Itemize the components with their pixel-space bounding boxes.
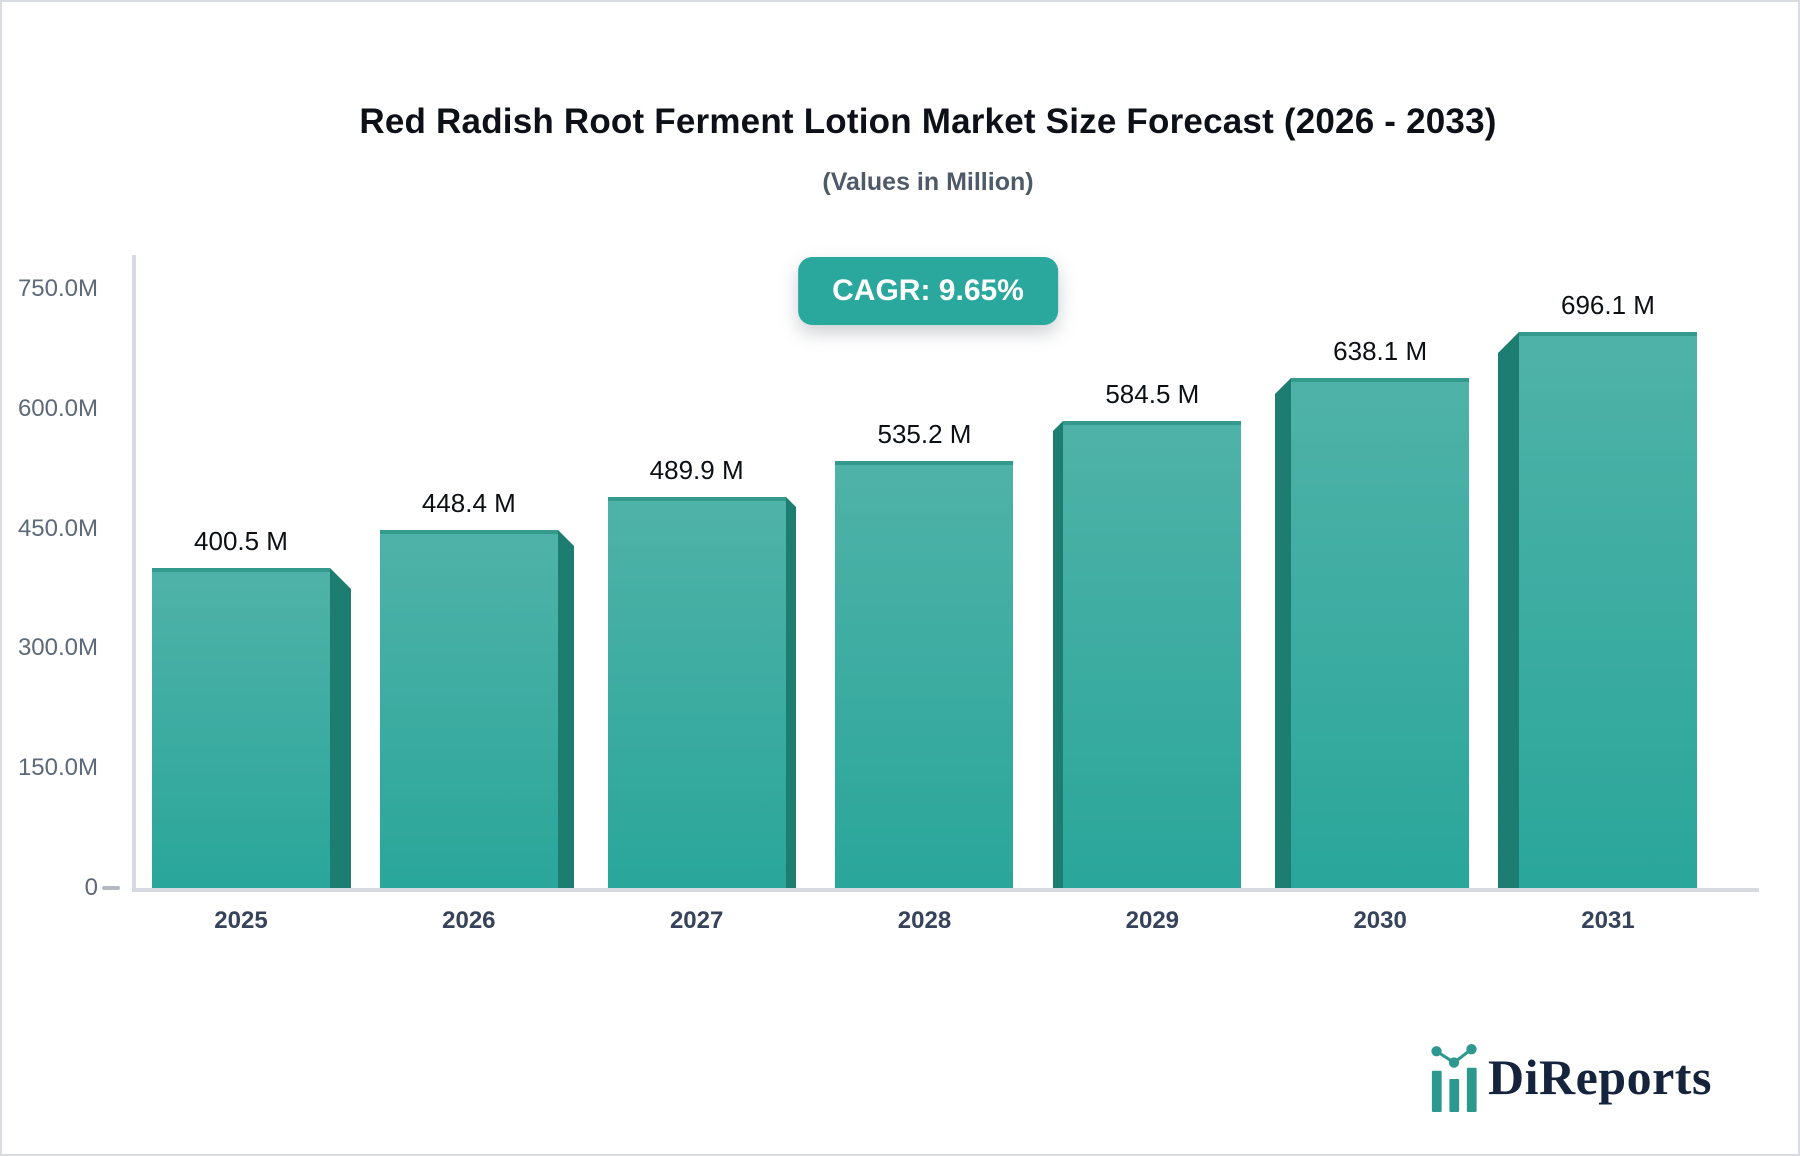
- logo-icon: [1431, 1044, 1477, 1112]
- bar-2030[interactable]: [1291, 378, 1469, 888]
- bar-2031[interactable]: [1519, 332, 1697, 888]
- bar-side-face-2027: [786, 497, 796, 888]
- bar-value-label-2027: 489.9 M: [649, 455, 744, 485]
- bar-side-face-2025: [330, 568, 351, 888]
- bar-value-label-2026: 448.4 M: [421, 488, 516, 518]
- bar-value-label-2030: 638.1 M: [1333, 336, 1428, 366]
- y-axis-label-0: 0: [84, 874, 98, 901]
- x-axis-line: [132, 888, 1759, 892]
- bar-value-label-2025: 400.5 M: [194, 526, 288, 556]
- x-axis-label-2031: 2031: [1581, 907, 1635, 934]
- brand-logo: DiReports: [1430, 1042, 1712, 1114]
- bar-2029[interactable]: [1063, 421, 1241, 888]
- chart-subtitle: (Values in Million): [822, 168, 1034, 196]
- bar-value-label-2031: 696.1 M: [1560, 290, 1655, 320]
- bar-side-face-2030: [1275, 378, 1291, 888]
- bar-2025[interactable]: [152, 568, 330, 888]
- bar-side-face-2026: [558, 530, 574, 888]
- bar-2028[interactable]: [835, 461, 1013, 888]
- y-axis-label-750.0M: 750.0M: [17, 275, 98, 302]
- y-axis-tick-zero: [102, 886, 120, 890]
- x-axis-label-2029: 2029: [1125, 907, 1180, 934]
- bar-2027[interactable]: [608, 497, 786, 888]
- x-axis-label-2030: 2030: [1353, 907, 1407, 934]
- bar-side-face-2029: [1053, 421, 1063, 888]
- bar-2026[interactable]: [380, 530, 558, 888]
- cagr-badge-label: CAGR: 9.65%: [832, 274, 1024, 307]
- y-axis-label-300.0M: 300.0M: [17, 634, 98, 661]
- logo-text: DiReports: [1488, 1049, 1712, 1105]
- cagr-badge: CAGR: 9.65%: [798, 257, 1058, 325]
- y-axis-line: [132, 255, 136, 892]
- bar-value-label-2028: 535.2 M: [877, 419, 972, 449]
- x-axis-label-2028: 2028: [897, 907, 952, 934]
- chart-title: Red Radish Root Ferment Lotion Market Si…: [359, 102, 1497, 141]
- bar-value-label-2029: 584.5 M: [1105, 379, 1200, 409]
- x-axis-label-2026: 2026: [442, 907, 496, 934]
- x-axis-label-2027: 2027: [669, 907, 724, 934]
- y-axis-label-600.0M: 600.0M: [17, 395, 98, 422]
- bar-side-face-2031: [1498, 332, 1519, 888]
- y-axis-label-150.0M: 150.0M: [17, 754, 98, 781]
- y-axis-label-450.0M: 450.0M: [17, 515, 98, 542]
- x-axis-label-2025: 2025: [214, 907, 268, 934]
